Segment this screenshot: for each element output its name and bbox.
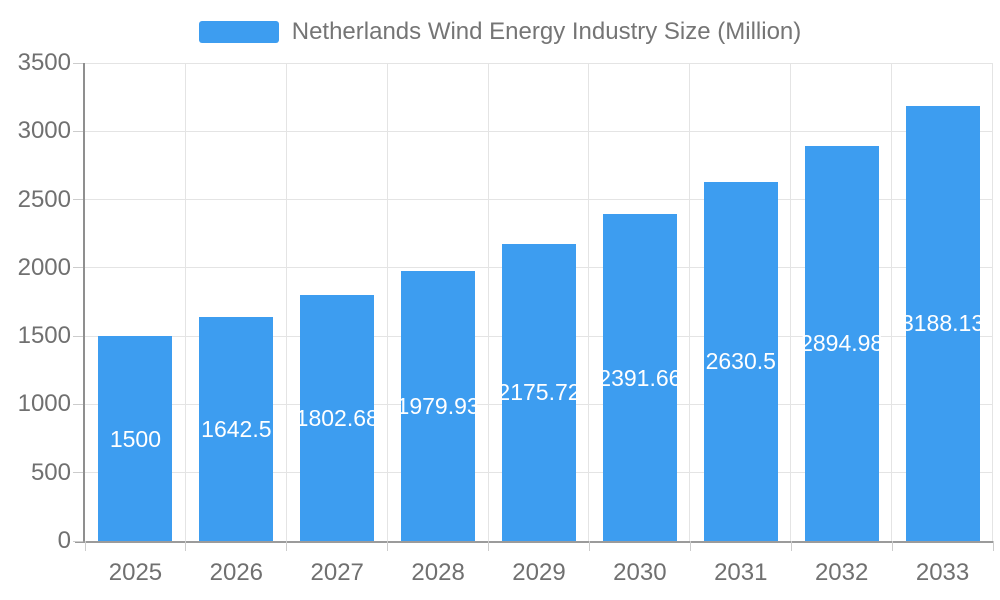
legend-item[interactable]: Netherlands Wind Energy Industry Size (M… (0, 18, 1000, 46)
h-gridline (85, 130, 993, 132)
x-tick-label-2032: 2032 (814, 559, 869, 586)
y-tick-label: 3500 (17, 49, 71, 76)
v-gridline (184, 63, 186, 541)
x-axis-tick (185, 541, 187, 551)
y-tick-label: 1500 (17, 322, 71, 350)
v-gridline (891, 63, 893, 541)
y-tick-label: 500 (30, 458, 71, 486)
y-axis-tick (73, 62, 83, 64)
x-tick-label-2026: 2026 (209, 559, 264, 586)
v-gridline (790, 63, 792, 541)
y-axis-tick (73, 199, 83, 201)
bar-2032[interactable]: 2894.98 (800, 145, 883, 541)
v-gridline (689, 63, 691, 541)
v-gridline (992, 63, 993, 541)
legend-swatch (198, 21, 279, 43)
x-axis-tick (84, 541, 86, 551)
bar-2027[interactable]: 1802.68 (296, 294, 379, 541)
y-tick-label: 0 (57, 527, 71, 554)
v-gridline (588, 63, 590, 541)
bar-value-label: 1500 (109, 425, 162, 452)
x-axis-tick (992, 541, 994, 551)
y-tick-label: 2000 (17, 253, 71, 281)
bar-2028[interactable]: 1979.93 (397, 270, 480, 541)
x-tick-label-2029: 2029 (512, 559, 566, 586)
x-tick-label-2027: 2027 (310, 559, 364, 586)
y-tick-label: 3000 (17, 117, 71, 145)
y-axis-tick (73, 335, 83, 337)
x-axis-tick (891, 541, 893, 551)
h-gridline (85, 62, 993, 64)
y-axis-tick (73, 540, 83, 542)
x-axis-tick (588, 541, 590, 551)
v-gridline (285, 63, 287, 541)
bar-2025[interactable]: 1500 (98, 336, 173, 541)
bar-2031[interactable]: 2630.5 (703, 181, 778, 541)
y-tick-label: 1000 (17, 390, 71, 418)
bar-value-label: 3188.13 (900, 310, 985, 337)
x-tick-label-2031: 2031 (714, 559, 768, 586)
v-gridline (386, 63, 388, 541)
bar-value-label: 1802.68 (295, 404, 379, 431)
x-axis-tick (689, 541, 691, 551)
y-axis-tick (73, 403, 83, 405)
x-axis-line (75, 541, 993, 543)
x-tick-label-2025: 2025 (108, 559, 163, 586)
bar-2030[interactable]: 2391.66 (598, 214, 681, 541)
bar-2026[interactable]: 1642.5 (199, 316, 274, 541)
bar-2033[interactable]: 3188.13 (901, 105, 984, 541)
bar-value-label: 2894.98 (800, 330, 884, 357)
y-axis-line (83, 63, 85, 541)
x-tick-label-2033: 2033 (915, 559, 970, 586)
h-gridline (85, 199, 993, 201)
bar-value-label: 2391.66 (598, 364, 682, 391)
plot-area: 0 500 1000 1500 2000 2500 3000 3500 1500 2025 1642… (18, 49, 994, 586)
x-axis-tick (286, 541, 288, 551)
legend-label: Netherlands Wind Energy Industry Size (M… (291, 18, 802, 45)
bar-value-label: 1979.93 (396, 392, 480, 419)
x-axis-tick (387, 541, 389, 551)
bar-value-label: 1642.5 (201, 415, 272, 442)
y-tick-label: 2500 (17, 185, 71, 213)
y-axis-tick (73, 130, 83, 132)
x-tick-label-2030: 2030 (613, 559, 667, 586)
y-axis-tick (73, 267, 83, 269)
v-gridline (487, 63, 489, 541)
bar-value-label: 2175.72 (497, 379, 581, 406)
x-axis-tick (488, 541, 490, 551)
bar-value-label: 2630.5 (705, 348, 776, 375)
y-axis-tick (73, 472, 83, 474)
bar-2029[interactable]: 2175.72 (497, 243, 581, 541)
x-axis-tick (790, 541, 792, 551)
x-tick-label-2028: 2028 (411, 559, 465, 586)
